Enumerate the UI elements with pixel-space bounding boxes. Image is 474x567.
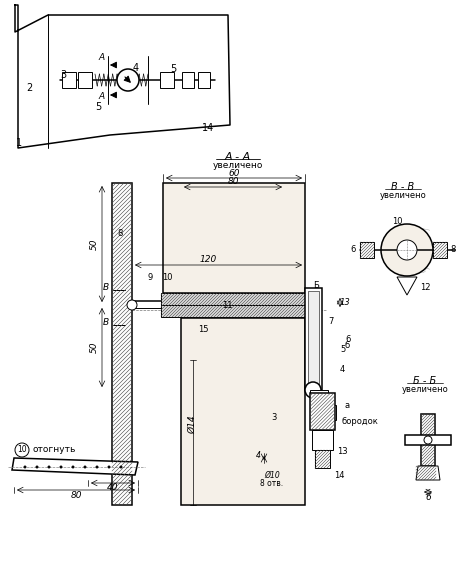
Text: Ø14: Ø14 — [189, 416, 198, 434]
Text: 5: 5 — [95, 102, 101, 112]
Text: 12: 12 — [420, 284, 430, 293]
Text: Б: Б — [313, 281, 319, 290]
Bar — [62, 72, 76, 88]
Circle shape — [117, 69, 139, 91]
Bar — [405, 435, 451, 445]
Bar — [360, 242, 374, 258]
Text: 6: 6 — [425, 493, 431, 501]
Text: 15: 15 — [198, 325, 209, 335]
Bar — [315, 450, 330, 468]
Text: 13: 13 — [340, 298, 350, 307]
Text: 80: 80 — [227, 177, 239, 187]
Text: увеличено: увеличено — [380, 191, 427, 200]
Text: 80: 80 — [70, 490, 82, 500]
Text: 8 отв.: 8 отв. — [260, 479, 283, 488]
Text: 14: 14 — [202, 123, 214, 133]
Circle shape — [397, 240, 417, 260]
Polygon shape — [416, 466, 440, 480]
Text: 5: 5 — [340, 345, 345, 354]
Text: 11: 11 — [222, 301, 233, 310]
Text: Б - Б: Б - Б — [413, 376, 437, 386]
Text: бородок: бородок — [342, 417, 379, 426]
Text: б: б — [345, 341, 350, 349]
Bar — [198, 72, 210, 88]
Text: увеличено: увеличено — [401, 385, 448, 394]
Text: A: A — [99, 53, 105, 62]
Bar — [181, 318, 305, 505]
Text: 50: 50 — [90, 342, 99, 353]
Bar — [161, 305, 321, 317]
Circle shape — [305, 382, 321, 398]
Bar — [308, 291, 319, 387]
Text: a: a — [345, 400, 350, 409]
Polygon shape — [12, 458, 138, 475]
Circle shape — [381, 224, 433, 276]
Text: 60: 60 — [228, 168, 240, 177]
Text: 9: 9 — [148, 273, 153, 282]
Text: 6: 6 — [351, 244, 356, 253]
Text: 120: 120 — [200, 256, 217, 264]
Circle shape — [127, 300, 137, 310]
Bar — [312, 430, 333, 450]
Text: 3: 3 — [60, 70, 66, 80]
Text: В: В — [103, 318, 109, 327]
Bar — [160, 72, 174, 88]
Polygon shape — [310, 390, 336, 420]
Text: 40: 40 — [107, 484, 119, 493]
Text: 10: 10 — [392, 218, 402, 226]
Text: 5: 5 — [170, 64, 176, 74]
Circle shape — [24, 466, 26, 468]
Text: 3: 3 — [271, 413, 276, 422]
Text: 10: 10 — [17, 446, 27, 455]
Text: 4: 4 — [340, 366, 345, 374]
Bar — [182, 72, 194, 88]
Text: 13: 13 — [337, 447, 347, 456]
Text: Ø10: Ø10 — [264, 471, 280, 480]
Text: 4: 4 — [133, 63, 139, 73]
Text: отогнуть: отогнуть — [33, 446, 76, 455]
Bar — [310, 393, 335, 430]
Circle shape — [96, 466, 98, 468]
Bar — [161, 293, 321, 305]
Text: В: В — [103, 283, 109, 292]
Circle shape — [120, 466, 122, 468]
Text: 8: 8 — [117, 229, 122, 238]
Circle shape — [48, 466, 50, 468]
Text: 14: 14 — [334, 471, 345, 480]
Text: A: A — [99, 92, 105, 101]
Bar — [112, 183, 132, 505]
Circle shape — [36, 466, 38, 468]
Bar — [163, 183, 305, 293]
Text: 2: 2 — [26, 83, 32, 93]
Text: 6: 6 — [345, 336, 350, 345]
Text: 1: 1 — [16, 138, 22, 148]
Circle shape — [72, 466, 74, 468]
Text: A - A: A - A — [225, 152, 251, 162]
Circle shape — [15, 443, 29, 457]
Text: 10: 10 — [162, 273, 173, 282]
Bar — [433, 242, 447, 258]
Text: 50: 50 — [90, 238, 99, 249]
Polygon shape — [397, 277, 417, 295]
Bar — [78, 72, 92, 88]
Circle shape — [108, 466, 110, 468]
Circle shape — [84, 466, 86, 468]
Text: 7: 7 — [328, 318, 333, 327]
Text: 8: 8 — [450, 244, 456, 253]
Text: увеличено: увеличено — [213, 161, 263, 170]
Bar — [421, 414, 435, 466]
Bar — [305, 288, 322, 390]
Circle shape — [60, 466, 62, 468]
Text: 4: 4 — [255, 451, 260, 460]
Text: В - В: В - В — [392, 182, 415, 192]
Circle shape — [424, 436, 432, 444]
